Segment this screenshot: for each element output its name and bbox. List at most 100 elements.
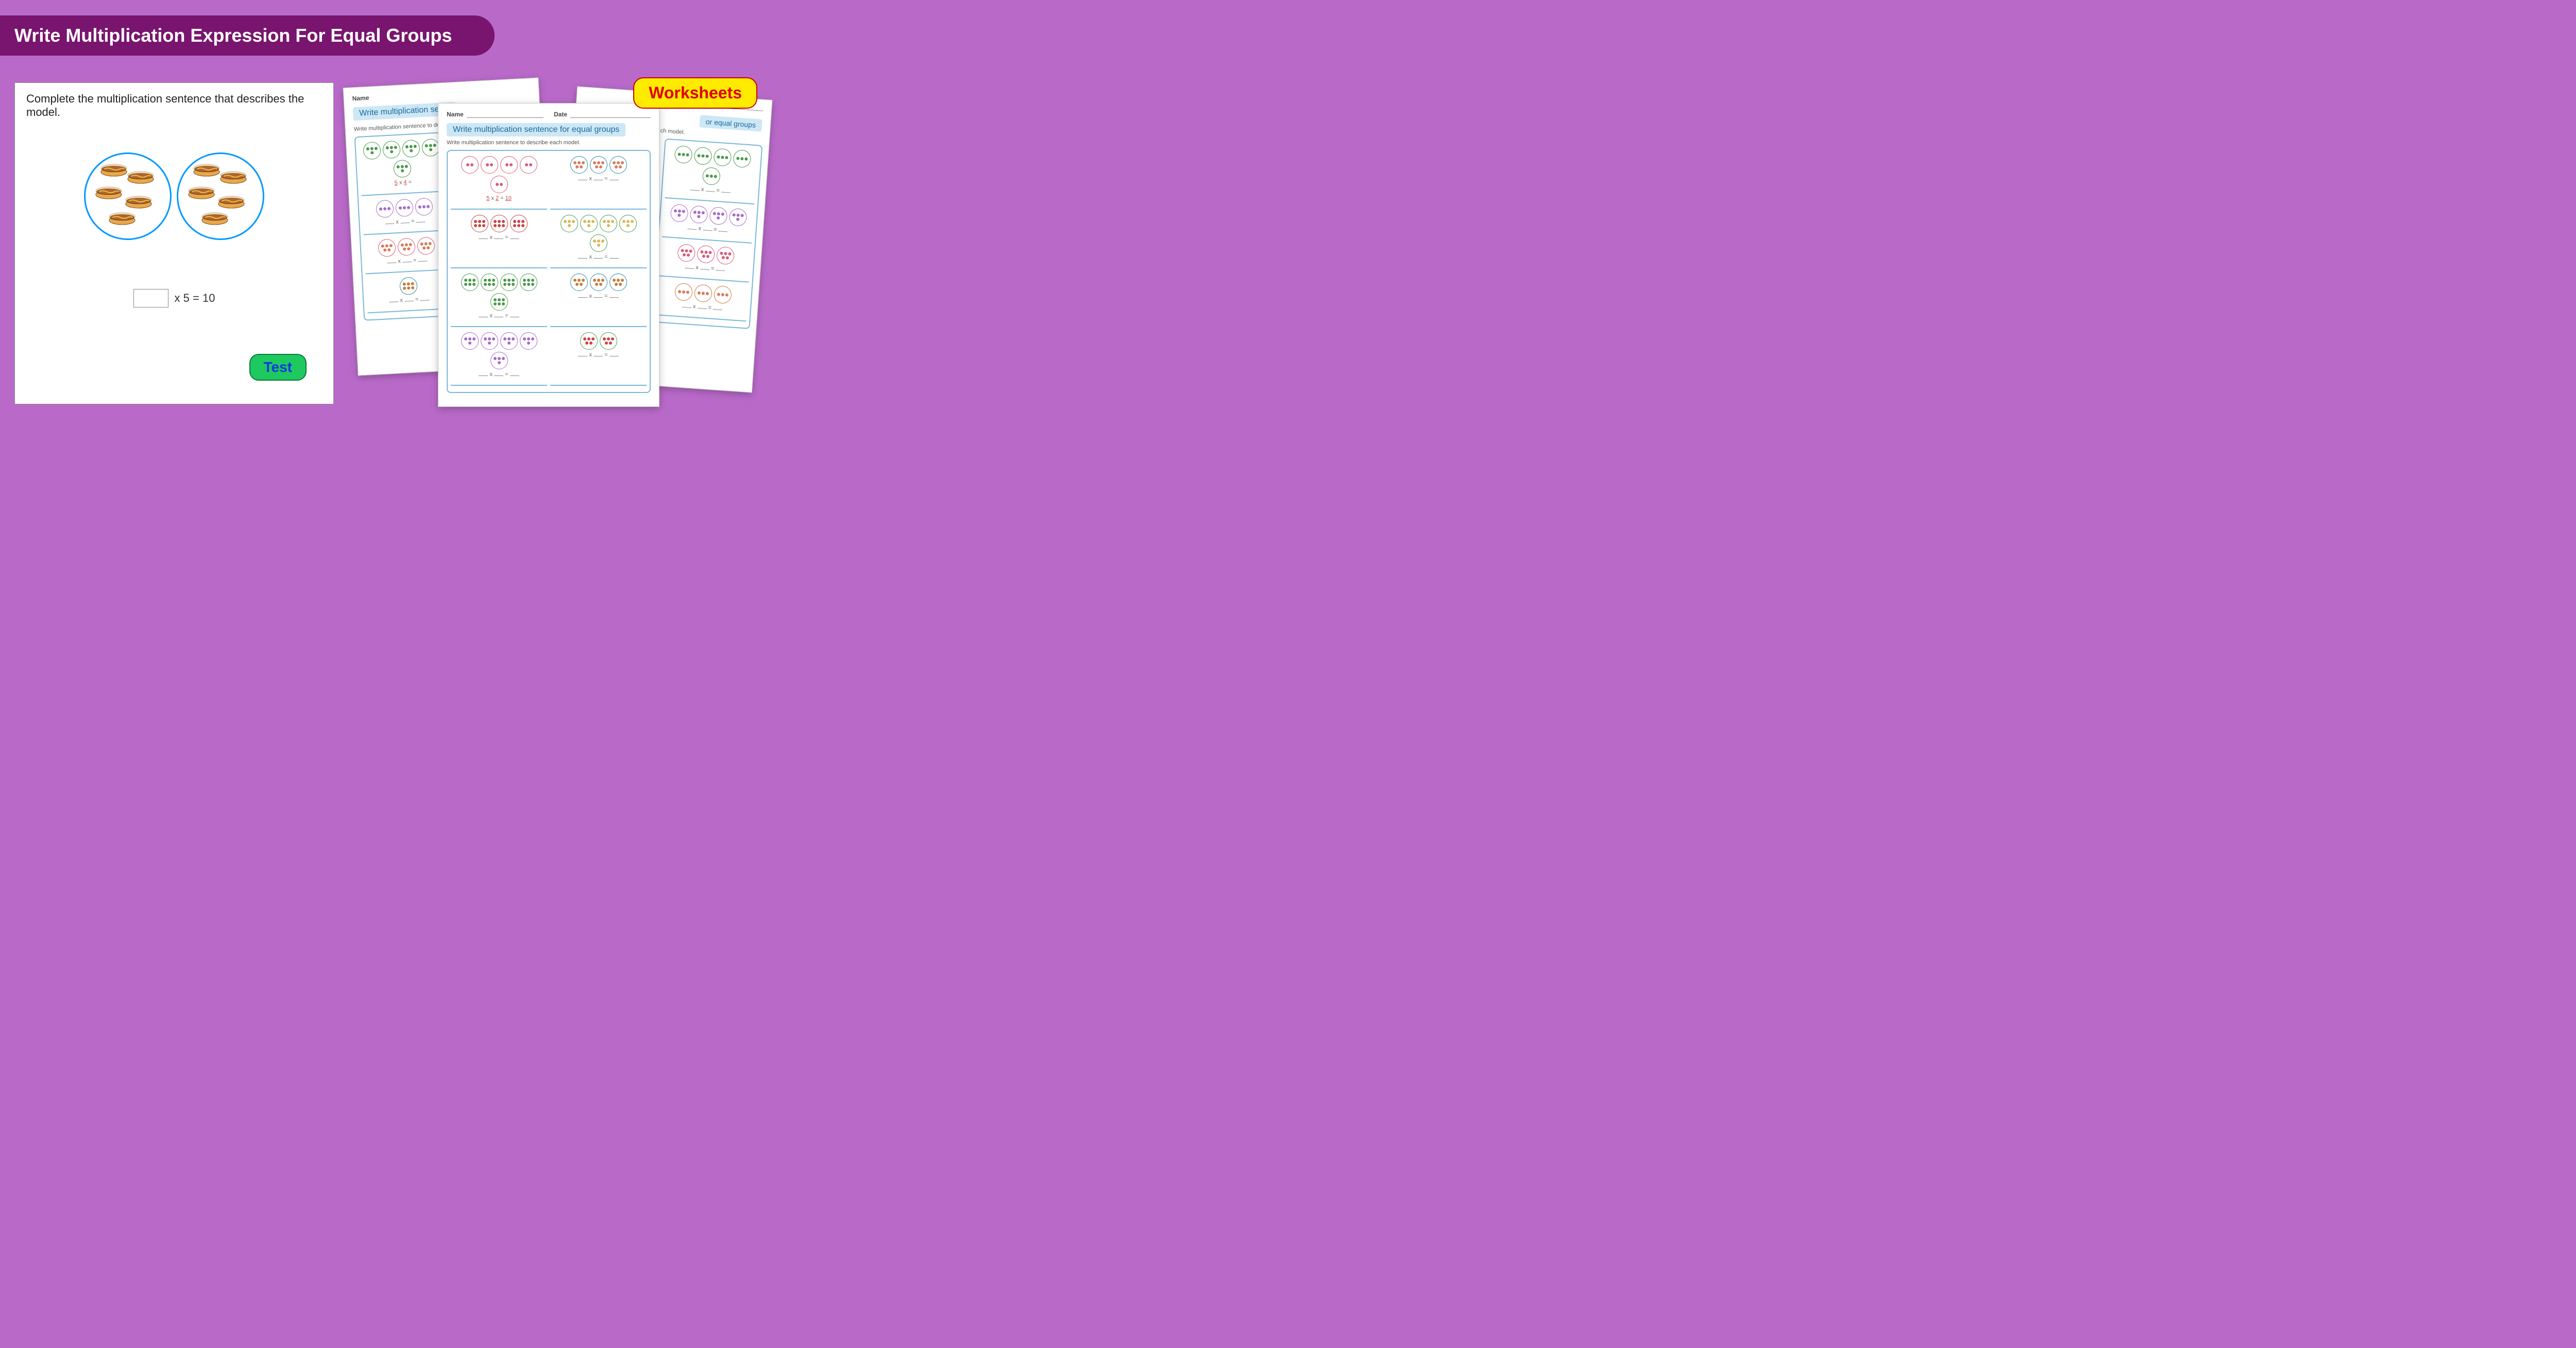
mini-group-circle <box>713 148 732 166</box>
worksheet-header: Name <box>352 86 530 102</box>
mini-group-circle <box>399 277 418 295</box>
expression-row: x 5 = 10 <box>26 289 322 308</box>
mini-group-circle <box>609 274 627 291</box>
mini-group-circle <box>580 332 598 350</box>
mini-group-circle <box>395 199 414 217</box>
worksheet-expression: 5 x 2 = 10 <box>452 195 546 201</box>
mini-group-circle <box>580 215 598 232</box>
mini-group-circle <box>500 156 518 174</box>
worksheet-cell: 5 x 2 = 10 <box>451 154 547 210</box>
model-area <box>26 152 322 240</box>
hotdog-icon <box>216 195 246 209</box>
hotdog-icon <box>200 212 230 225</box>
worksheet-cell: x = <box>451 271 547 327</box>
mini-group-circle <box>490 215 508 232</box>
mini-group-circle <box>461 332 479 350</box>
mini-group-circle <box>697 245 715 264</box>
worksheets-button[interactable]: Worksheets <box>633 77 757 109</box>
mini-group-circle <box>520 274 537 291</box>
worksheet-cell: x = <box>364 234 450 274</box>
worksheet-expression: x = <box>551 352 646 358</box>
worksheets-area: Worksheets Name Write multiplication sen… <box>350 77 762 407</box>
mini-group-circle <box>728 208 747 227</box>
worksheet-grid: x = x = x = x = <box>652 139 763 329</box>
mini-group-circle <box>709 207 727 225</box>
worksheet-expression: x = <box>551 254 646 260</box>
mini-group-circle <box>619 215 637 232</box>
mini-group-circle <box>461 274 479 291</box>
mini-group-circle <box>693 147 712 165</box>
mini-group-circle <box>490 352 508 369</box>
worksheet-front: Name Date Write multiplication sentence … <box>438 103 659 407</box>
date-label: Date <box>554 111 651 118</box>
mini-group-circle <box>733 149 751 168</box>
worksheet-expression: x = <box>551 176 646 182</box>
mini-group-circle <box>670 204 688 223</box>
mini-group-circle <box>378 238 396 257</box>
worksheet-cell: x = <box>550 271 647 327</box>
mini-group-circle <box>417 236 435 255</box>
worksheet-cell: x = <box>451 330 547 386</box>
instruction-text: Complete the multiplication sentence tha… <box>26 92 322 119</box>
mini-group-circle <box>415 198 433 216</box>
worksheet-expression: x = <box>452 313 546 319</box>
page-title: Write Multiplication Expression For Equa… <box>0 15 495 56</box>
expression-suffix: x 5 = 10 <box>175 292 215 305</box>
mini-group-circle <box>674 283 693 301</box>
worksheet-cell: x = <box>665 143 758 204</box>
mini-group-circle <box>561 215 578 232</box>
mini-group-circle <box>382 141 401 159</box>
group-circle <box>84 152 172 240</box>
mini-group-circle <box>461 156 479 174</box>
mini-group-circle <box>714 285 732 304</box>
mini-group-circle <box>376 200 394 218</box>
mini-group-circle <box>590 274 607 291</box>
mini-group-circle <box>397 237 416 256</box>
mini-group-circle <box>393 160 412 178</box>
mini-group-circle <box>481 274 498 291</box>
mini-group-circle <box>363 142 381 160</box>
name-label: Name <box>447 111 544 118</box>
name-label: Name <box>352 94 372 102</box>
worksheet-cell: x = <box>662 201 754 244</box>
mini-group-circle <box>570 274 588 291</box>
hotdog-icon <box>124 195 154 209</box>
hotdog-icon <box>107 212 137 225</box>
mini-group-circle <box>500 274 518 291</box>
mini-group-circle <box>600 332 617 350</box>
test-button[interactable]: Test <box>249 354 307 381</box>
hotdog-icon <box>218 170 248 184</box>
mini-group-circle <box>402 140 420 158</box>
mini-group-circle <box>520 332 537 350</box>
mini-group-circle <box>421 139 440 157</box>
mini-group-circle <box>716 246 735 265</box>
group-circle <box>177 152 264 240</box>
mini-group-circle <box>674 145 692 164</box>
worksheet-cell: x = <box>550 154 647 210</box>
hotdog-icon <box>99 163 129 177</box>
mini-group-circle <box>689 205 708 224</box>
worksheet-expression: x = <box>452 371 546 378</box>
mini-group-circle <box>510 215 528 232</box>
worksheet-expression: x = <box>551 293 646 299</box>
mini-group-circle <box>677 244 696 262</box>
mini-group-circle <box>694 284 713 302</box>
answer-input[interactable] <box>133 289 168 308</box>
hotdog-icon <box>187 186 216 199</box>
hotdog-icon <box>94 186 124 199</box>
mini-group-circle <box>481 156 498 174</box>
mini-group-circle <box>570 156 588 174</box>
worksheet-cell: x = <box>550 213 647 268</box>
worksheet-cell: x = <box>451 213 547 268</box>
worksheet-cell: x = <box>659 241 751 283</box>
mini-group-circle <box>520 156 537 174</box>
hotdog-icon <box>192 163 222 177</box>
mini-group-circle <box>490 176 508 193</box>
worksheet-cell: 5 x 4 = <box>359 136 446 196</box>
mini-group-circle <box>471 215 488 232</box>
quiz-panel: Complete the multiplication sentence tha… <box>14 82 334 404</box>
worksheet-cell: x = <box>362 195 448 235</box>
hotdog-icon <box>126 170 156 184</box>
worksheet-header: Name Date <box>447 111 651 118</box>
worksheet-subtitle: Write multiplication sentence to describ… <box>447 140 651 146</box>
